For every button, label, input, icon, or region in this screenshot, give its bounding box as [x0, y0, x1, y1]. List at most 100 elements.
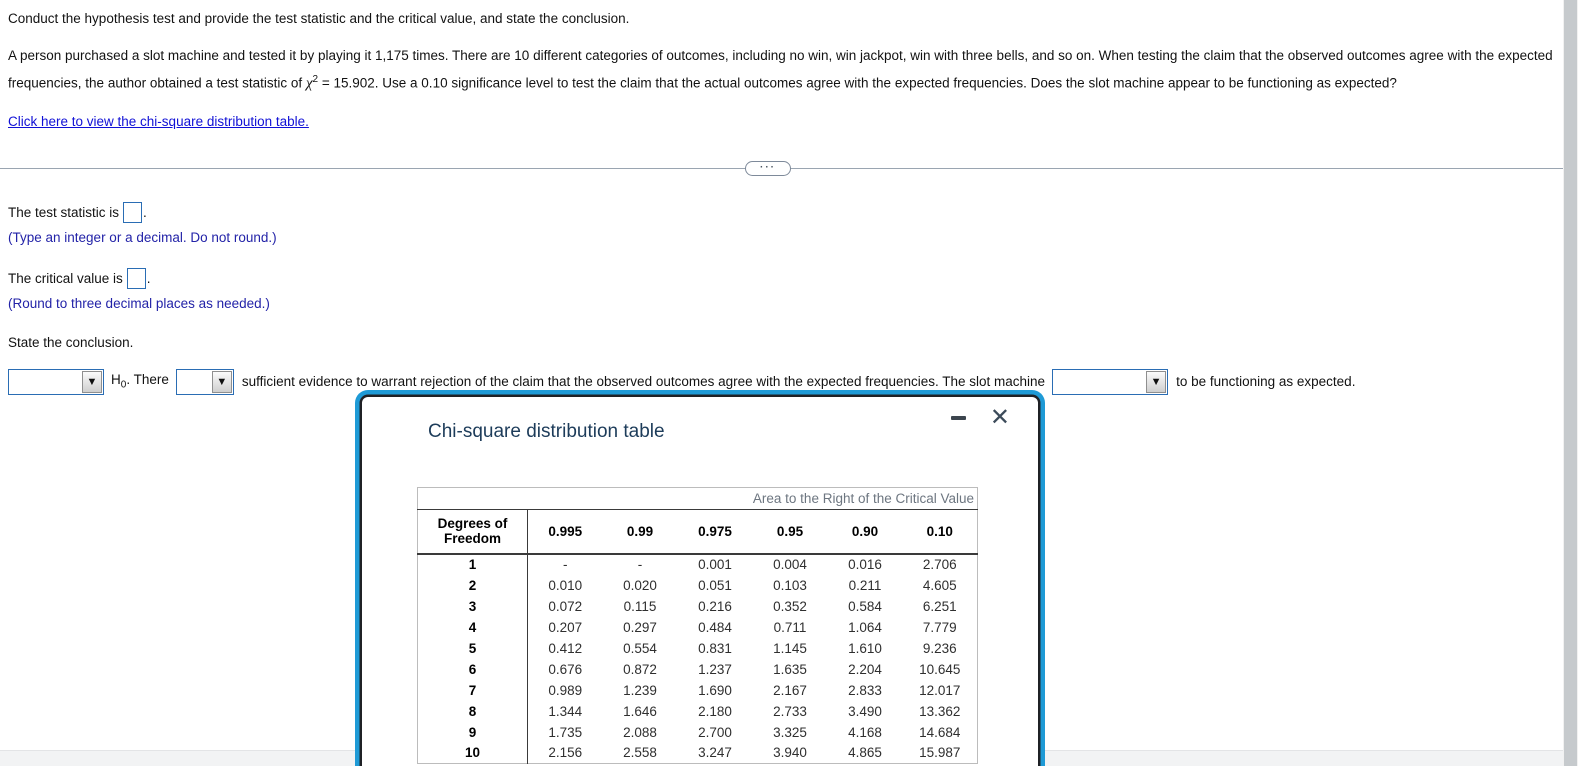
- table-row: 7 0.989 1.239 1.690 2.167 2.833 12.017: [417, 679, 978, 701]
- value-cell: 7.779: [922, 619, 957, 635]
- close-button[interactable]: ✕: [989, 404, 1010, 431]
- value-cell: 0.207: [548, 619, 583, 635]
- section-divider: ···: [0, 160, 1563, 176]
- critical-value-line: The critical value is.: [8, 267, 1553, 290]
- column-header: 0.90: [827, 509, 903, 555]
- vertical-scrollbar[interactable]: [1563, 0, 1578, 766]
- value-cell: 0.676: [548, 661, 583, 677]
- value-cell: 1.237: [698, 661, 732, 677]
- value-cell: 4.168: [848, 724, 882, 740]
- value-cell: 0.051: [698, 577, 732, 593]
- value-cell: 0.115: [623, 598, 657, 614]
- slot-machine-dropdown[interactable]: ▼: [1052, 368, 1169, 395]
- paragraph-text-post: = 15.902. Use a 0.10 significance level …: [318, 75, 1397, 91]
- chi-square-table-modal: Chi-square distribution table ✕ Area to …: [362, 397, 1038, 766]
- table-row: 5 0.412 0.554 0.831 1.145 1.610 9.236: [417, 637, 978, 659]
- df-cell: 3: [417, 595, 528, 617]
- df-cell: 9: [417, 721, 528, 743]
- df-cell: 8: [417, 700, 528, 722]
- critical-value-input[interactable]: [126, 267, 146, 289]
- df-header-line1: Degrees of: [437, 516, 508, 532]
- chi-square-table-container: Area to the Right of the Critical Value …: [417, 487, 979, 764]
- caret-down-icon[interactable]: ▼: [82, 370, 102, 393]
- value-cell: 4.605: [922, 577, 957, 593]
- minimize-button[interactable]: [948, 407, 970, 429]
- test-statistic-input[interactable]: [123, 201, 143, 223]
- table-row: 8 1.344 1.646 2.180 2.733 3.490 13.362: [417, 700, 978, 722]
- df-header-line2: Freedom: [443, 531, 501, 547]
- conclusion-sentence-middle: sufficient evidence to warrant rejection…: [241, 374, 1046, 389]
- question-header: Conduct the hypothesis test and provide …: [8, 11, 630, 26]
- modal-controls: ✕: [948, 404, 1010, 431]
- chi-square-table-link[interactable]: Click here to view the chi-square distri…: [8, 113, 309, 129]
- value-cell: 3.490: [848, 703, 882, 719]
- column-header: 0.995: [527, 509, 603, 555]
- close-icon: ✕: [989, 404, 1010, 431]
- h-letter: H: [111, 372, 121, 388]
- df-cell: 1: [417, 553, 528, 575]
- value-cell: 2.733: [773, 703, 807, 719]
- value-cell: -: [563, 557, 568, 572]
- caret-down-icon[interactable]: ▼: [211, 370, 232, 393]
- value-cell: 0.584: [848, 598, 882, 614]
- caret-down-icon[interactable]: ▼: [1146, 370, 1167, 393]
- question-area: Conduct the hypothesis test and provide …: [0, 11, 1563, 395]
- minimize-icon: [951, 416, 967, 420]
- value-cell: 1.635: [773, 661, 807, 677]
- table-row: 6 0.676 0.872 1.237 1.635 2.204 10.645: [417, 658, 978, 680]
- value-cell: 0.020: [623, 577, 657, 593]
- conclusion-sentence-tail: to be functioning as expected.: [1176, 374, 1356, 389]
- value-cell: 3.325: [773, 724, 807, 740]
- table-row: 10 2.156 2.558 3.247 3.940 4.865 15.987: [417, 742, 978, 764]
- value-cell: 0.297: [623, 619, 657, 635]
- conclusion-row: ▼ H0. There ▼ sufficient evidence to war…: [8, 368, 1553, 395]
- paragraph-text-pre: A person purchased a slot machine and te…: [8, 48, 1553, 91]
- value-cell: 3.247: [698, 745, 732, 761]
- chi-square-table: Area to the Right of the Critical Value …: [417, 487, 979, 764]
- h0-text: H0. There: [111, 372, 169, 391]
- critical-value-label: The critical value is: [8, 270, 123, 286]
- df-cell: 10: [417, 742, 528, 764]
- conclusion-label: State the conclusion.: [8, 334, 134, 350]
- column-header: 0.975: [677, 509, 753, 555]
- ellipsis-icon: ···: [760, 162, 776, 173]
- test-statistic-period: .: [143, 204, 147, 220]
- value-cell: 2.833: [848, 682, 882, 698]
- value-cell: 0.211: [848, 577, 882, 593]
- divider-ellipsis-button[interactable]: ···: [745, 160, 791, 176]
- value-cell: 0.711: [773, 619, 807, 635]
- value-cell: 10.645: [919, 661, 961, 677]
- chi-symbol: χ: [305, 75, 313, 92]
- value-cell: 2.180: [698, 703, 732, 719]
- scrollbar-thumb[interactable]: [1564, 0, 1577, 766]
- value-cell: 1.646: [623, 703, 657, 719]
- value-cell: 0.001: [698, 557, 732, 572]
- value-cell: 2.700: [698, 724, 732, 740]
- critical-value-hint: (Round to three decimal places as needed…: [8, 295, 270, 311]
- test-statistic-label: The test statistic is: [8, 204, 120, 220]
- value-cell: 2.167: [773, 682, 807, 698]
- modal-title: Chi-square distribution table: [428, 421, 665, 442]
- value-cell: 1.344: [548, 703, 583, 719]
- value-cell: 4.865: [848, 745, 882, 761]
- value-cell: 3.940: [773, 745, 807, 761]
- value-cell: 0.412: [548, 640, 583, 656]
- column-header: 0.10: [902, 509, 978, 555]
- value-cell: 0.872: [623, 661, 657, 677]
- value-cell: 2.088: [623, 724, 657, 740]
- evidence-dropdown[interactable]: ▼: [175, 368, 234, 395]
- value-cell: -: [637, 557, 643, 572]
- column-header: 0.99: [602, 509, 678, 555]
- value-cell: 1.239: [623, 682, 657, 698]
- chi-superscript: 2: [312, 74, 319, 85]
- value-cell: 0.484: [698, 619, 732, 635]
- value-cell: 2.558: [623, 745, 657, 761]
- value-cell: 0.352: [773, 598, 807, 614]
- value-cell: 6.251: [922, 598, 957, 614]
- test-statistic-line: The test statistic is.: [8, 201, 1553, 224]
- reject-fail-dropdown[interactable]: ▼: [8, 368, 104, 395]
- table-row: 1 - - 0.001 0.004 0.016 2.706: [417, 553, 978, 575]
- value-cell: 0.831: [698, 640, 732, 656]
- value-cell: 0.103: [773, 577, 807, 593]
- degrees-of-freedom-header: Degrees of Freedom: [417, 509, 528, 555]
